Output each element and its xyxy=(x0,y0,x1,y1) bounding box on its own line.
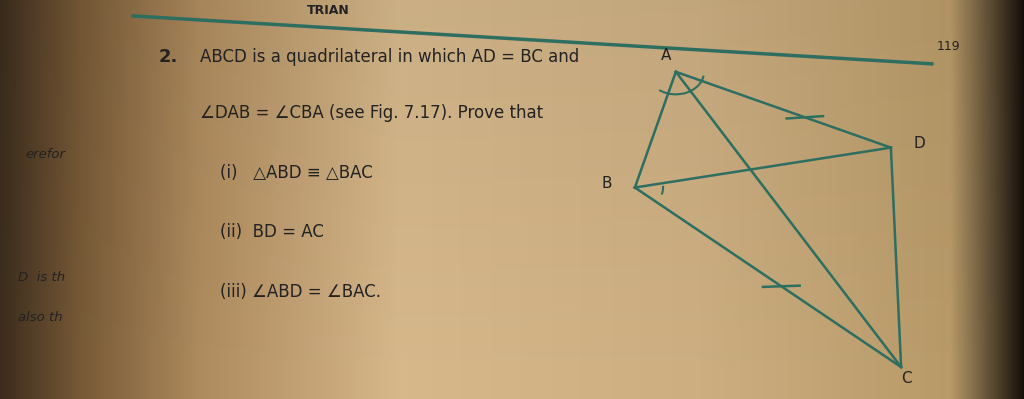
Text: (iii) ∠ABD = ∠BAC.: (iii) ∠ABD = ∠BAC. xyxy=(220,283,381,301)
Text: 2.: 2. xyxy=(159,48,178,66)
Text: (i)   △ABD ≡ △BAC: (i) △ABD ≡ △BAC xyxy=(220,164,373,182)
Text: TRIAN: TRIAN xyxy=(307,4,350,17)
Text: C: C xyxy=(901,371,911,387)
Text: 119: 119 xyxy=(937,40,961,53)
Text: D  is th: D is th xyxy=(18,271,66,284)
Text: erefor: erefor xyxy=(26,148,66,161)
Text: A: A xyxy=(660,48,671,63)
Text: also th: also th xyxy=(18,311,63,324)
Text: B: B xyxy=(602,176,612,191)
Text: (ii)  BD = AC: (ii) BD = AC xyxy=(220,223,324,241)
Text: ABCD is a quadrilateral in which AD = BC and: ABCD is a quadrilateral in which AD = BC… xyxy=(200,48,579,66)
Text: D: D xyxy=(913,136,925,151)
Text: ∠DAB = ∠CBA (see Fig. 7.17). Prove that: ∠DAB = ∠CBA (see Fig. 7.17). Prove that xyxy=(200,104,543,122)
